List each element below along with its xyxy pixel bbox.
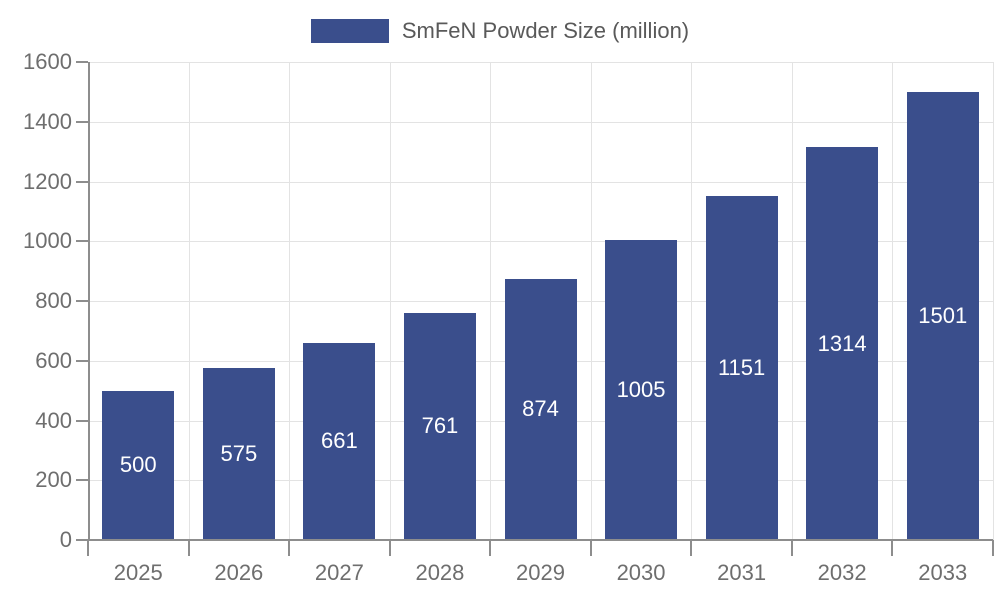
y-axis-tick xyxy=(76,359,88,362)
gridline-vertical xyxy=(490,62,492,540)
gridline-horizontal xyxy=(88,181,993,183)
x-axis-line xyxy=(76,539,993,541)
gridline-vertical xyxy=(389,62,391,540)
x-tick-label: 2027 xyxy=(314,560,364,585)
gridline-vertical xyxy=(993,62,994,540)
x-axis-tick xyxy=(489,540,492,556)
bar-2033[interactable] xyxy=(906,91,979,540)
bar-value-label: 575 xyxy=(220,441,258,467)
legend[interactable]: SmFeN Powder Size (million) xyxy=(0,18,1000,44)
gridline-horizontal xyxy=(88,62,993,63)
y-axis-tick xyxy=(76,479,88,482)
bar-value-label: 761 xyxy=(421,413,459,439)
y-axis-tick xyxy=(76,61,88,63)
bar-2031[interactable] xyxy=(705,196,778,540)
legend-label: SmFeN Powder Size (million) xyxy=(401,18,690,43)
gridline-vertical xyxy=(590,62,592,540)
x-axis-tick xyxy=(891,540,894,556)
y-axis-tick xyxy=(76,180,88,183)
y-tick-label: 800 xyxy=(35,288,72,313)
legend-swatch-icon xyxy=(310,19,389,43)
y-tick-label: 400 xyxy=(35,407,72,433)
x-tick-label: 2025 xyxy=(113,560,163,585)
x-tick-label: 2030 xyxy=(616,560,666,585)
bar-2030[interactable] xyxy=(605,239,678,540)
x-tick-label: 2033 xyxy=(918,560,968,585)
x-axis-tick xyxy=(288,540,291,556)
x-axis-tick xyxy=(992,540,994,556)
x-axis-tick xyxy=(589,540,592,556)
x-tick-label: 2032 xyxy=(817,560,867,585)
bar-value-label: 1501 xyxy=(918,302,968,328)
bar-value-label: 1005 xyxy=(616,376,666,402)
y-axis-line xyxy=(88,62,90,540)
gridline-horizontal xyxy=(88,121,993,123)
y-axis-tick xyxy=(76,120,88,123)
gridline-vertical xyxy=(289,62,291,540)
y-axis-tick xyxy=(76,240,88,243)
y-axis-tick xyxy=(76,419,88,422)
x-axis-tick xyxy=(187,540,190,556)
y-tick-label: 600 xyxy=(35,347,72,373)
bar-2032[interactable] xyxy=(806,147,879,540)
bar-value-label: 500 xyxy=(119,452,157,478)
x-axis-tick xyxy=(690,540,693,556)
y-tick-label: 1000 xyxy=(23,228,72,254)
bar-2028[interactable] xyxy=(403,312,476,540)
y-tick-label: 1600 xyxy=(23,49,72,74)
y-tick-label: 1400 xyxy=(23,108,72,134)
x-tick-label: 2028 xyxy=(415,560,465,585)
y-axis-tick xyxy=(76,539,88,541)
gridline-vertical xyxy=(691,62,693,540)
gridline-vertical xyxy=(892,62,894,540)
gridline-vertical xyxy=(188,62,190,540)
x-axis-tick xyxy=(790,540,793,556)
bar-2029[interactable] xyxy=(504,278,577,540)
y-axis-tick xyxy=(76,300,88,302)
bar-2026[interactable] xyxy=(202,368,275,540)
x-axis-tick xyxy=(87,540,89,556)
x-axis-tick xyxy=(388,540,391,556)
y-tick-label: 1200 xyxy=(23,168,72,194)
x-tick-label: 2031 xyxy=(717,560,767,585)
y-tick-label: 200 xyxy=(35,467,72,493)
y-tick-label: 0 xyxy=(59,527,72,552)
gridline-vertical xyxy=(791,62,793,540)
bar-2027[interactable] xyxy=(303,342,376,540)
bar-value-label: 661 xyxy=(321,428,358,454)
gridline-horizontal xyxy=(88,241,993,243)
bar-value-label: 874 xyxy=(522,396,559,422)
bar-value-label: 1151 xyxy=(717,355,766,381)
bar-value-label: 1314 xyxy=(817,330,867,356)
x-tick-label: 2026 xyxy=(214,560,264,585)
bar-2025[interactable] xyxy=(102,390,175,540)
x-tick-label: 2029 xyxy=(516,560,565,585)
